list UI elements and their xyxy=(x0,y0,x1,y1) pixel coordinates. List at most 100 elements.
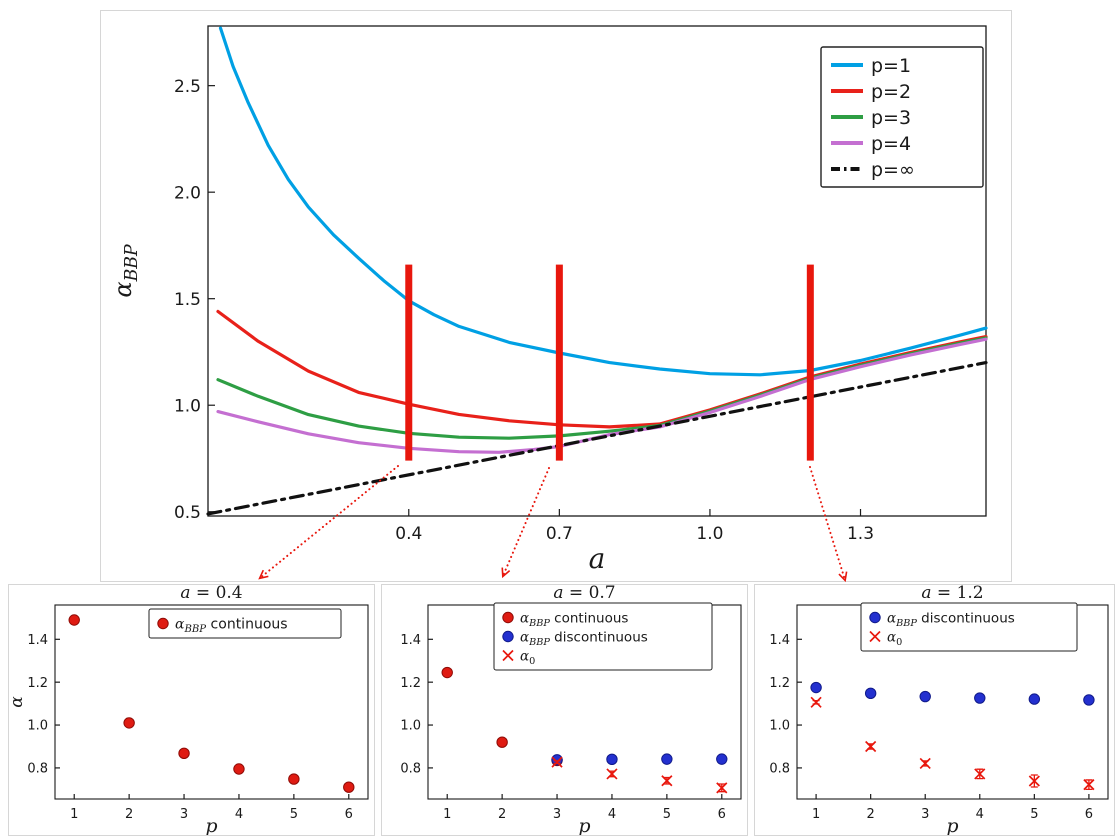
y-tick-label: 1.4 xyxy=(400,633,421,648)
y-tick-label: 0.8 xyxy=(400,762,421,777)
x-marker xyxy=(869,630,881,643)
y-tick-label: 0.8 xyxy=(27,762,48,777)
circle-marker xyxy=(496,736,508,748)
circle-marker xyxy=(1028,693,1041,705)
x-marker xyxy=(551,756,563,768)
x-axis-label: a xyxy=(589,542,606,575)
x-tick-label: 0.7 xyxy=(546,524,573,544)
y-tick-label: 1.2 xyxy=(769,676,790,691)
circle-marker xyxy=(157,617,169,630)
x-tick-label: 3 xyxy=(553,807,561,822)
circle-marker xyxy=(233,763,245,775)
circle-marker xyxy=(343,781,355,793)
circle-marker xyxy=(974,692,986,704)
x-axis-label: p xyxy=(205,815,217,835)
circle-marker xyxy=(716,753,728,765)
y-axis-label: αBBP xyxy=(109,244,142,298)
circle-marker xyxy=(919,690,931,703)
series-α_0 xyxy=(551,756,728,794)
legend-label: αBBP discontinuous xyxy=(887,610,1015,629)
y-tick-label: 0.5 xyxy=(174,503,201,523)
highlight-bars xyxy=(405,264,814,461)
x-tick-label: 5 xyxy=(663,807,671,822)
x-tick-label: 3 xyxy=(921,807,929,822)
circle-marker xyxy=(123,717,135,729)
legend: αBBP continuous xyxy=(148,608,342,639)
legend-box xyxy=(860,602,1078,652)
x-tick-label: 6 xyxy=(718,807,726,822)
main-chart: 0.4 0.7 1.0 1.30.51.01.52.02.5aαBBPp=1p=2p=… xyxy=(109,25,988,575)
x-marker xyxy=(1083,779,1095,791)
series-α_BBP continuous xyxy=(68,614,355,793)
x-tick-label: 5 xyxy=(1030,807,1038,822)
plot-frame xyxy=(54,604,369,800)
legend-label: p=3 xyxy=(871,107,911,129)
x-tick-label: 0.4 xyxy=(395,524,422,544)
x-tick-label: 6 xyxy=(1085,807,1093,822)
series-α_0 xyxy=(810,696,1095,791)
x-tick-label: 3 xyxy=(180,807,188,822)
x-tick-label: 2 xyxy=(125,807,133,822)
axis-ticks: 1 2 3 4 5 6 0.8 1.0 1.2 1.4 xyxy=(27,633,353,822)
circle-marker xyxy=(606,753,618,766)
highlight-bar xyxy=(555,264,563,461)
plot-frame xyxy=(207,25,987,517)
x-marker xyxy=(502,649,514,662)
x-marker xyxy=(974,768,986,780)
main-chart-panel: 0.4 0.7 1.0 1.3 0.5 1.0 1.5 2.0 2.5 a αBBP p=1 p=2 p=… xyxy=(100,10,1012,582)
x-tick-label: 4 xyxy=(235,807,243,822)
y-tick-label: 1.0 xyxy=(769,719,790,734)
circle-marker xyxy=(502,611,514,624)
series-α_BBP continuous xyxy=(441,666,563,767)
y-tick-label: 1.4 xyxy=(27,633,48,648)
x-tick-label: 1 xyxy=(812,807,820,822)
x-tick-label: 1 xyxy=(443,807,451,822)
circle-marker xyxy=(661,753,673,765)
axis-ticks: 0.4 0.7 1.0 1.3 0.5 1.0 1.5 2.0 2.5 xyxy=(174,77,874,544)
y-tick-label: 2.0 xyxy=(174,183,201,203)
y-tick-label: 0.8 xyxy=(769,762,790,777)
x-marker xyxy=(865,740,877,753)
subplot-a04-chart: 1 2 3 4 5 6 0.8 1.0 1.2 1.4 p α a = 0.4 αBBP continuo… xyxy=(9,585,369,835)
y-tick-label: 1.2 xyxy=(27,676,48,691)
x-marker xyxy=(810,696,822,708)
chart-title: a = 1.2 xyxy=(921,585,983,603)
legend-box xyxy=(148,608,342,639)
circle-marker xyxy=(551,754,563,766)
x-axis-label: p xyxy=(578,815,590,835)
x-tick-label: 6 xyxy=(345,807,353,822)
legend-label: p=∞ xyxy=(871,159,915,181)
x-marker xyxy=(1028,775,1040,787)
highlight-bar xyxy=(405,264,413,461)
circle-marker xyxy=(68,614,80,626)
circle-marker xyxy=(1083,694,1095,706)
y-tick-label: 1.0 xyxy=(174,396,201,416)
legend: p=1 p=2 p=3 p=4 p=∞ xyxy=(820,46,984,188)
legend-label: p=1 xyxy=(871,55,911,77)
series-p=3 xyxy=(216,336,988,440)
x-marker xyxy=(606,768,618,780)
x-marker xyxy=(919,757,931,770)
y-tick-label: 1.0 xyxy=(27,719,48,734)
series-p=2 xyxy=(216,309,988,429)
circle-marker xyxy=(869,611,881,624)
legend-box xyxy=(820,46,984,188)
y-tick-label: 1.0 xyxy=(400,719,421,734)
circle-marker xyxy=(288,773,300,785)
circle-marker xyxy=(502,630,514,643)
x-tick-label: 1 xyxy=(70,807,78,822)
subplot-panel-a04: 1 2 3 4 5 6 0.8 1.0 1.2 1.4 p α a = 0.4 αBBP continuo… xyxy=(8,584,375,836)
axis-ticks: 1 2 3 4 5 6 0.8 1.0 1.2 1.4 xyxy=(400,633,726,822)
series-α_BBP discontinuous xyxy=(810,681,1095,706)
highlight-bar xyxy=(806,264,814,461)
legend-label: α0 xyxy=(520,648,535,667)
chart-title: a = 0.7 xyxy=(553,585,615,603)
y-tick-label: 1.4 xyxy=(769,633,790,648)
circle-marker xyxy=(810,681,822,694)
x-marker xyxy=(661,775,673,787)
legend-box xyxy=(493,602,713,671)
y-tick-label: 1.2 xyxy=(400,676,421,691)
